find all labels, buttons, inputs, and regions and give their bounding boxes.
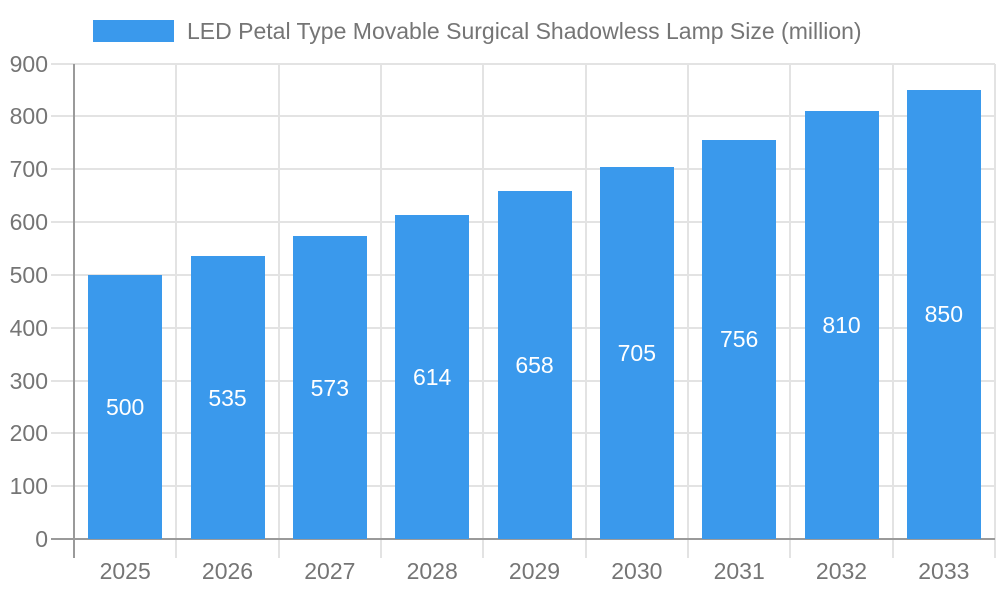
bar-2025 bbox=[88, 274, 163, 539]
x-axis-line bbox=[51, 538, 995, 540]
bar-2031 bbox=[702, 139, 777, 539]
bar-2032 bbox=[804, 111, 879, 539]
v-gridline bbox=[584, 63, 587, 558]
y-tick-label: 500 bbox=[9, 261, 48, 288]
x-tick-label: 2031 bbox=[713, 558, 765, 584]
y-tick-label: 900 bbox=[9, 50, 48, 77]
bar-value-label: 756 bbox=[719, 326, 759, 353]
v-gridline bbox=[891, 63, 894, 558]
y-tick-label: 100 bbox=[9, 473, 48, 500]
x-tick-label: 2032 bbox=[815, 558, 868, 584]
x-tick-label: 2029 bbox=[508, 558, 561, 584]
v-gridline bbox=[482, 63, 485, 558]
x-tick-label: 2030 bbox=[611, 558, 663, 584]
v-gridline bbox=[277, 63, 280, 558]
legend-label: LED Petal Type Movable Surgical Shadowle… bbox=[187, 17, 862, 44]
y-axis-line bbox=[73, 63, 75, 558]
bar-value-label: 658 bbox=[515, 352, 554, 379]
bar-2029 bbox=[497, 191, 572, 539]
x-tick-label: 2026 bbox=[201, 558, 254, 584]
bar-2026 bbox=[190, 256, 265, 539]
bar-value-label: 535 bbox=[208, 384, 247, 411]
legend-item[interactable]: LED Petal Type Movable Surgical Shadowle… bbox=[93, 17, 862, 44]
y-tick-label: 0 bbox=[35, 526, 48, 552]
bar-2027 bbox=[292, 236, 367, 539]
v-gridline bbox=[994, 63, 996, 558]
bar-value-label: 705 bbox=[617, 339, 657, 366]
x-tick-label: 2025 bbox=[99, 558, 151, 584]
h-gridline bbox=[51, 168, 995, 171]
bar-value-label: 500 bbox=[105, 393, 145, 420]
v-gridline bbox=[175, 63, 178, 558]
v-gridline bbox=[789, 63, 792, 558]
legend-swatch bbox=[93, 20, 174, 42]
bar-value-label: 573 bbox=[310, 374, 350, 401]
x-tick-label: 2027 bbox=[304, 558, 356, 584]
y-tick-label: 200 bbox=[9, 420, 48, 447]
y-tick-label: 300 bbox=[9, 367, 48, 394]
y-tick-label: 400 bbox=[9, 314, 48, 341]
bar-value-label: 810 bbox=[822, 312, 861, 339]
y-tick-label: 600 bbox=[9, 209, 48, 235]
bar-2033 bbox=[906, 89, 981, 539]
bar-value-label: 614 bbox=[412, 363, 452, 390]
bar-2028 bbox=[395, 214, 470, 539]
y-tick-label: 700 bbox=[9, 156, 48, 183]
x-tick-label: 2033 bbox=[918, 558, 970, 584]
h-gridline bbox=[51, 62, 995, 65]
h-gridline bbox=[51, 115, 995, 118]
bar-value-label: 850 bbox=[924, 301, 964, 328]
v-gridline bbox=[380, 63, 382, 558]
bar-2030 bbox=[599, 166, 674, 539]
v-gridline bbox=[687, 63, 689, 558]
y-tick-label: 800 bbox=[9, 103, 48, 130]
x-tick-label: 2028 bbox=[406, 558, 458, 584]
